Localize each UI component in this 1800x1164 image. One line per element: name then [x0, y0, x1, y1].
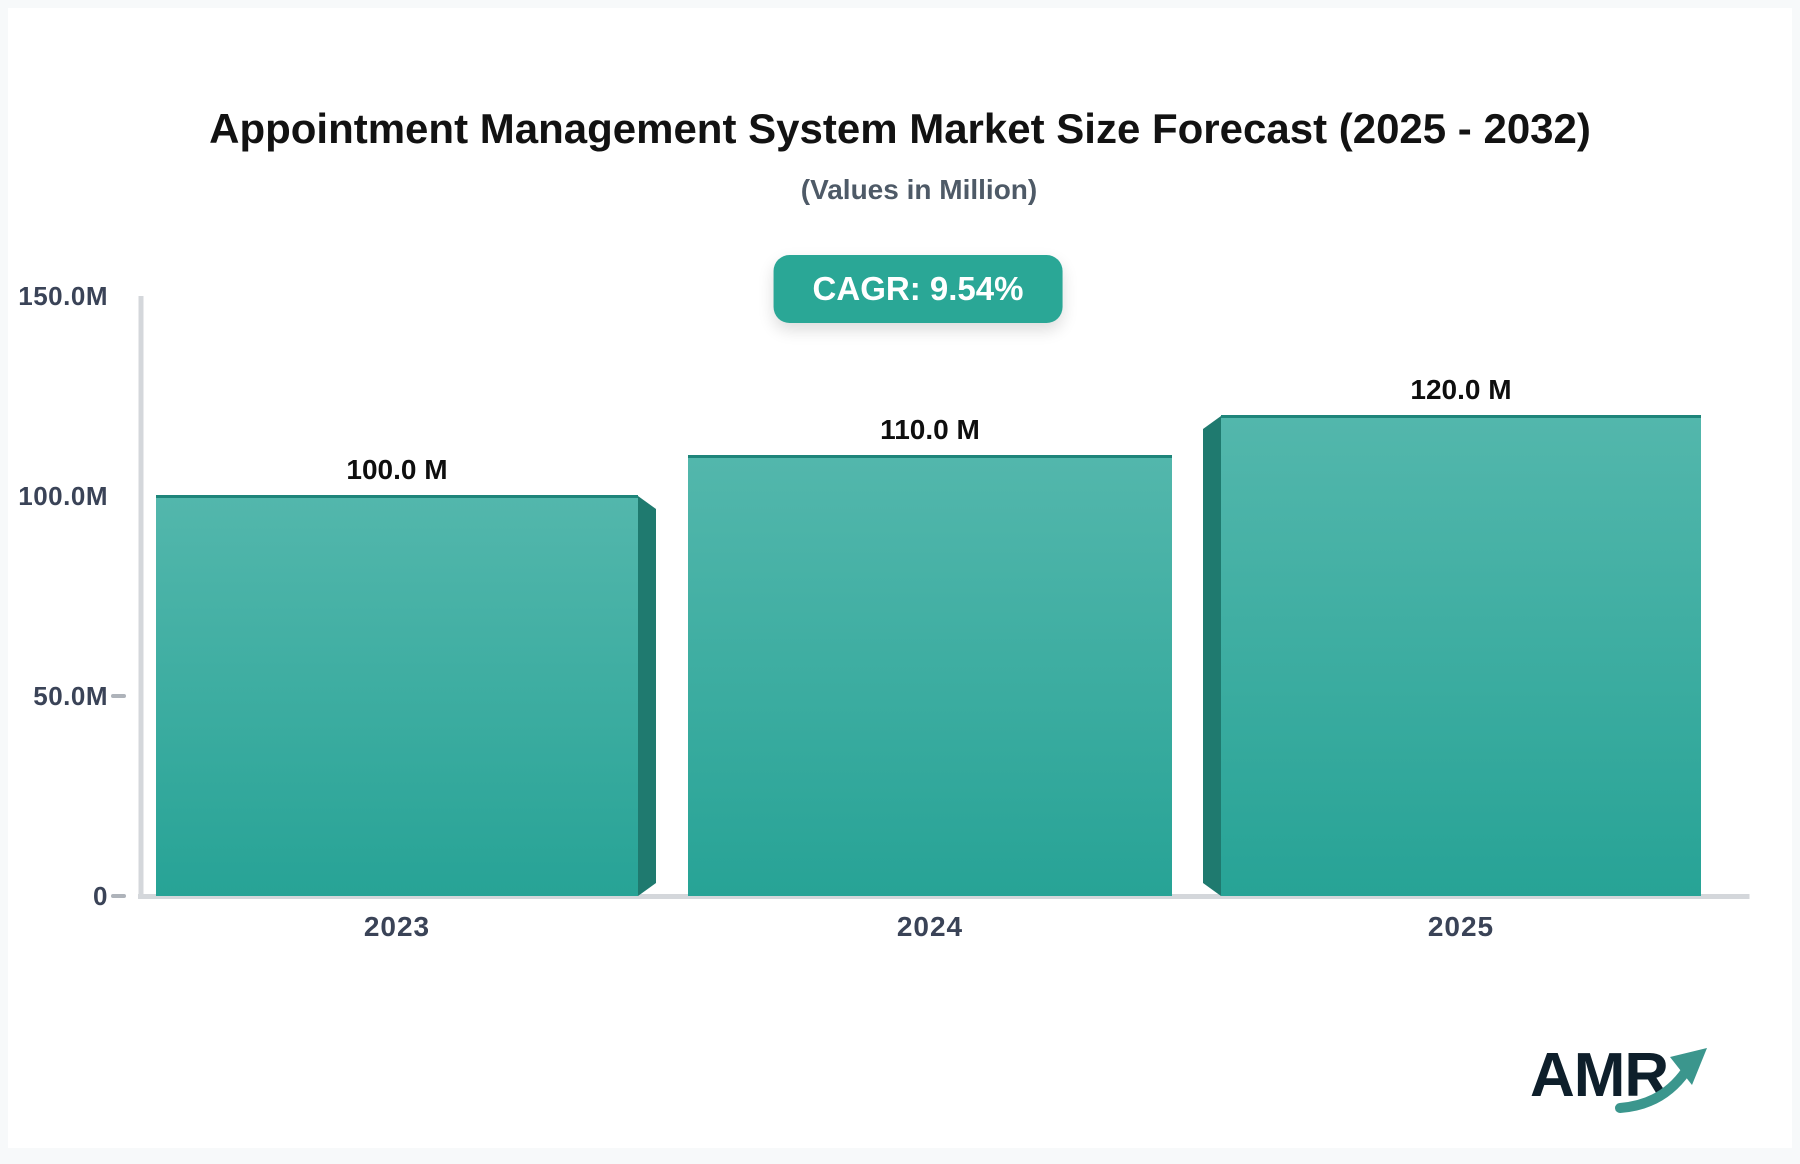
amr-logo[interactable]: AMR: [1530, 1040, 1730, 1130]
bar-side-face: [1203, 416, 1221, 896]
x-tick-label: 2023: [364, 911, 430, 942]
bar-value-label: 120.0 M: [1410, 374, 1511, 405]
y-tick-label: 50.0M: [33, 681, 108, 711]
y-axis-line: [138, 296, 144, 899]
y-tick-mark: [111, 894, 126, 898]
chart-subtitle: (Values in Million): [800, 174, 1038, 205]
chart-title: Appointment Management System Market Siz…: [209, 105, 1591, 152]
bar-2025[interactable]: [1221, 416, 1701, 896]
bar-2023[interactable]: [156, 496, 638, 896]
chart-card: Appointment Management System Market Siz…: [8, 8, 1792, 1148]
y-tick-label: 150.0M: [18, 281, 108, 311]
bar-value-label: 100.0 M: [346, 454, 447, 485]
y-tick-mark: [111, 694, 126, 698]
growth-arrow-icon: [1615, 1048, 1707, 1113]
x-tick-label: 2024: [897, 911, 963, 942]
y-tick-label: 0: [93, 881, 108, 911]
bar-side-face: [638, 496, 656, 896]
bar-2024[interactable]: [688, 456, 1172, 896]
x-axis-line: [138, 894, 1750, 899]
bar-top-edge: [688, 455, 1172, 458]
bar-top-edge: [156, 495, 638, 498]
bar-chart: 150.0M 100.0M 50.0M 0 100.0 M 2023 110.0 M 2024…: [18, 281, 1750, 942]
cagr-badge: CAGR: 9.54%: [773, 255, 1063, 323]
y-tick-label: 100.0M: [18, 481, 108, 511]
bar-value-label: 110.0 M: [880, 414, 980, 445]
bar-top-edge: [1221, 415, 1701, 418]
x-tick-label: 2025: [1428, 911, 1494, 942]
